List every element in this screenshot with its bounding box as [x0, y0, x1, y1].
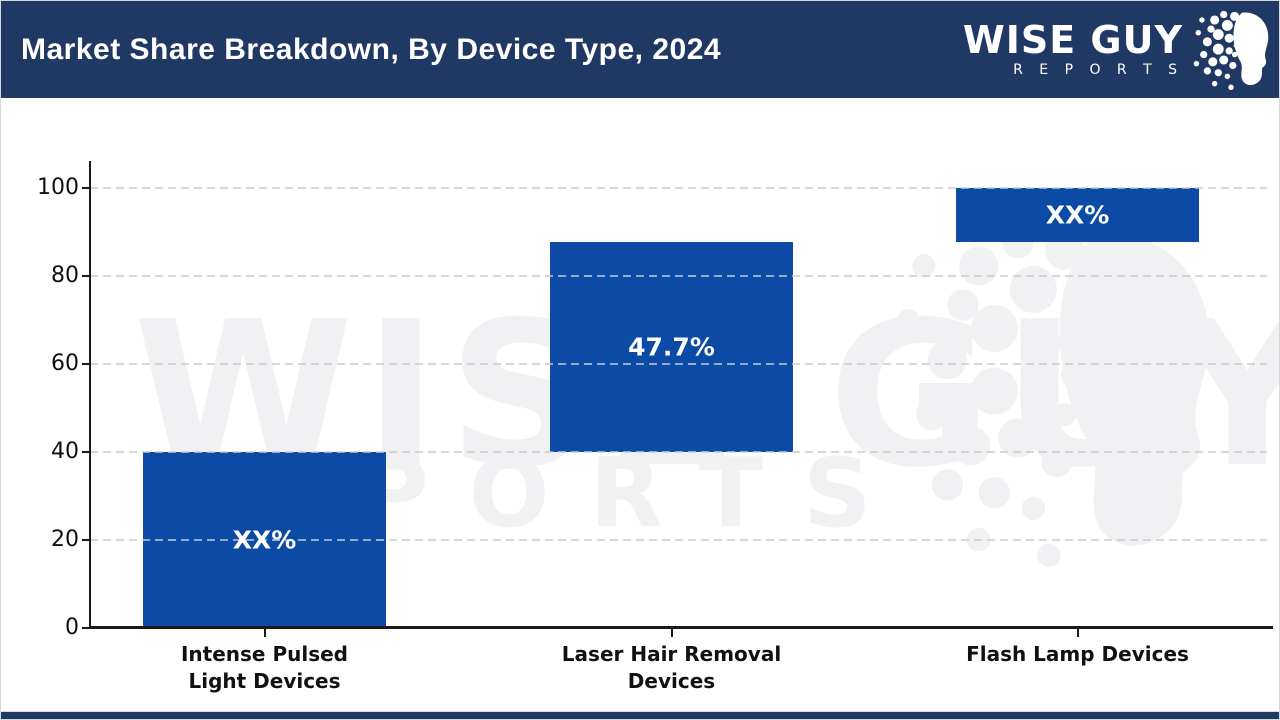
y-axis-line	[89, 161, 91, 629]
x-category-label: Intense Pulsed Light Devices	[180, 642, 348, 693]
gridline-20	[90, 539, 1267, 541]
bar-segment	[550, 242, 793, 452]
x-tick-mark	[670, 629, 673, 637]
bar-value-label: 47.7%	[628, 332, 715, 362]
logo-wordmark: WISE GUY	[962, 17, 1183, 62]
x-tick-mark	[263, 629, 266, 637]
plot-area: 0 20 40 60 80 100 XX% Intense Pulsed Light Devi…	[1, 98, 1279, 714]
x-axis-line	[89, 626, 1273, 629]
y-tick-label: 80	[51, 263, 79, 288]
bar-value-label: XX%	[1045, 200, 1110, 230]
gridline-40	[90, 451, 1267, 453]
y-tick-mark	[82, 539, 89, 541]
x-category-label: Flash Lamp Devices	[966, 642, 1189, 666]
logo-text: WISE GUY R E P O R T S	[962, 17, 1183, 79]
y-tick-label: 100	[37, 175, 79, 200]
y-tick-mark	[82, 187, 89, 189]
dotted-face-icon	[1193, 10, 1269, 90]
gridline-100	[90, 187, 1267, 189]
bar-segment	[956, 188, 1199, 243]
wise-guy-reports-logo: WISE GUY R E P O R T S	[962, 9, 1279, 91]
bottom-hairline	[1, 711, 1279, 712]
gridline-80	[90, 275, 1267, 277]
header-bar: Market Share Breakdown, By Device Type, …	[1, 1, 1279, 98]
y-tick-label: 60	[51, 351, 79, 376]
y-tick-label: 0	[65, 615, 79, 640]
y-tick-mark	[82, 451, 89, 453]
bar-value-label: XX%	[232, 525, 297, 555]
y-tick-mark	[82, 627, 89, 629]
footer-bar	[1, 712, 1279, 719]
gridline-60	[90, 363, 1267, 365]
x-tick-mark	[1076, 629, 1079, 637]
page-title: Market Share Breakdown, By Device Type, …	[21, 32, 722, 66]
logo-subtitle: R E P O R T S	[1013, 62, 1183, 79]
y-tick-label: 20	[51, 527, 79, 552]
y-tick-mark	[82, 363, 89, 365]
y-tick-label: 40	[51, 439, 79, 464]
x-category-label: Laser Hair Removal Devices	[561, 642, 782, 693]
y-tick-mark	[82, 275, 89, 277]
